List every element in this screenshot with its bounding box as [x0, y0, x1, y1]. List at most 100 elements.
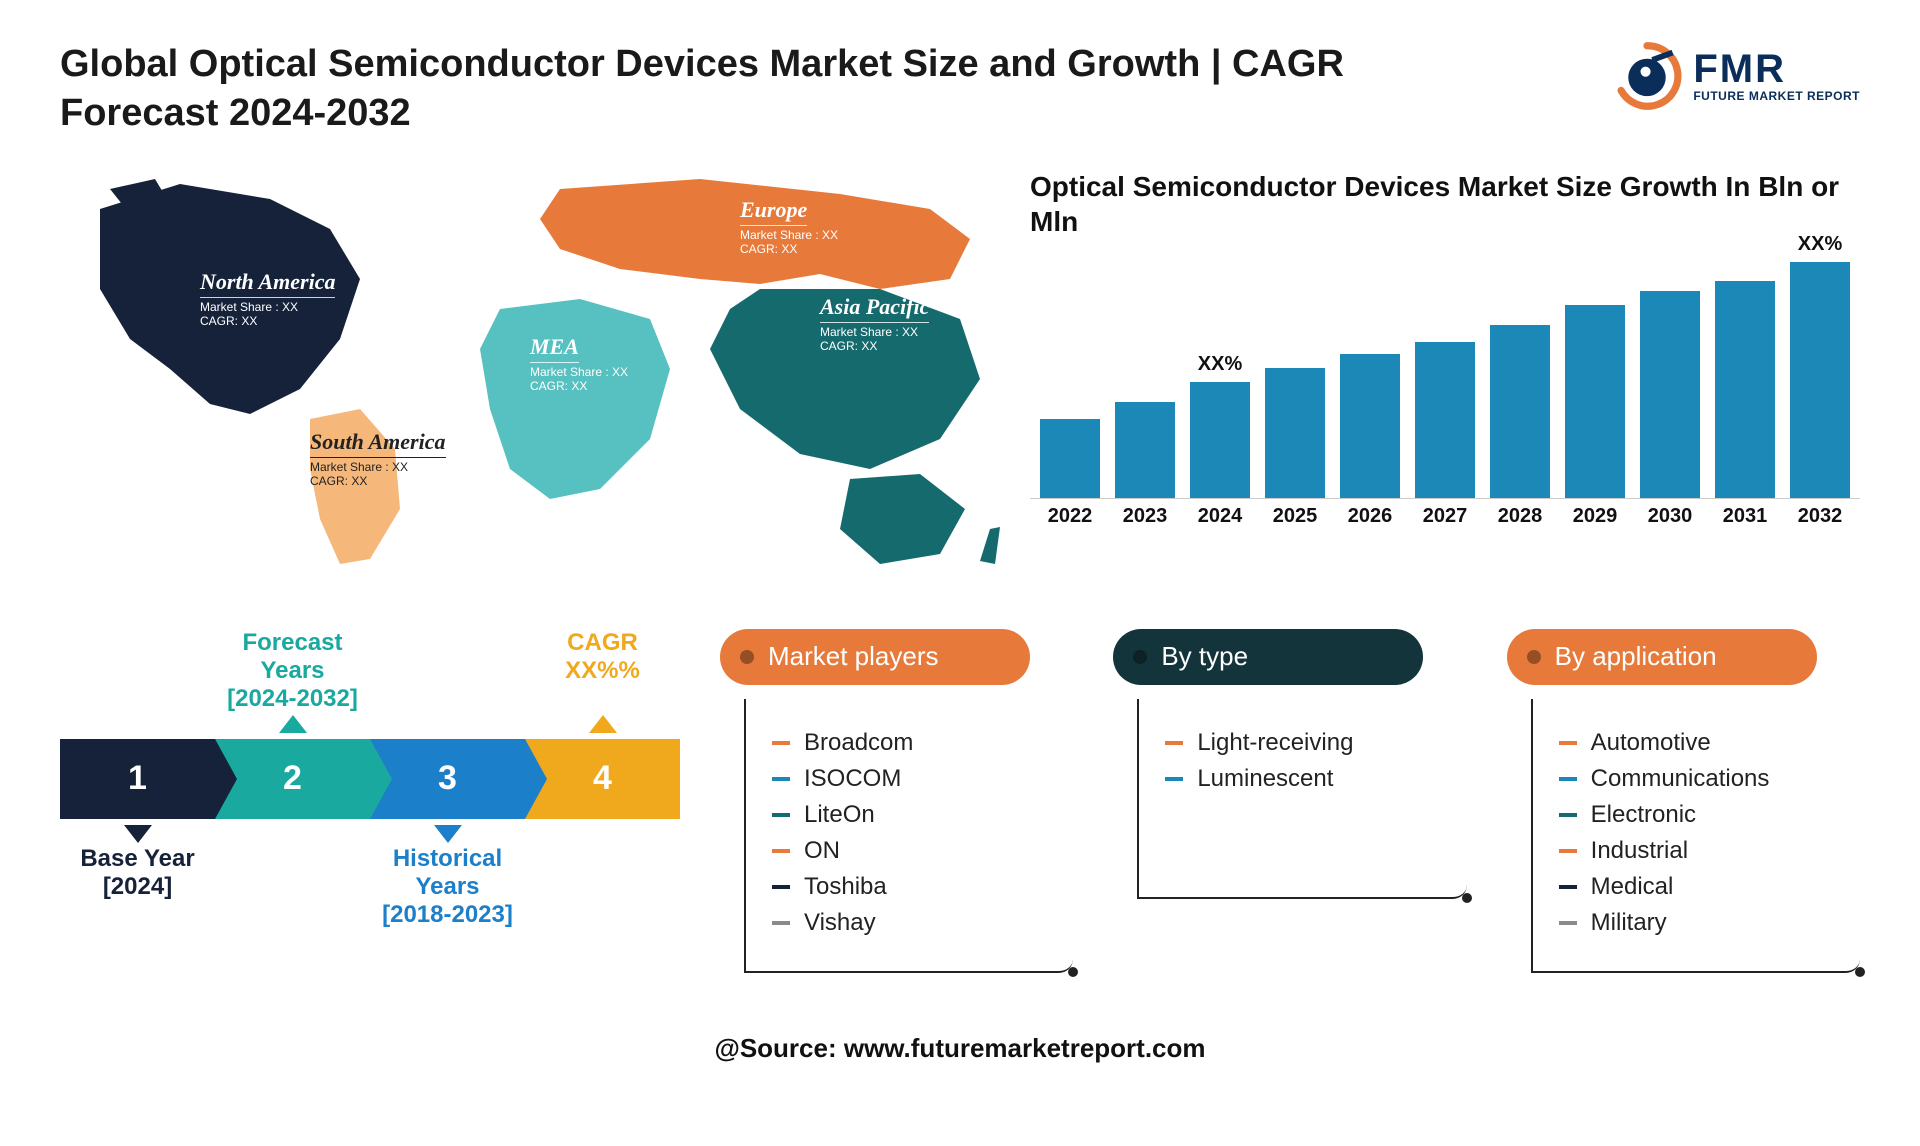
x-axis-label: 2023: [1109, 505, 1181, 528]
bar-wrap: [1034, 419, 1106, 498]
page-title: Global Optical Semiconductor Devices Mar…: [60, 40, 1460, 139]
cagr-label: CAGR: [525, 629, 680, 657]
bar: [1040, 419, 1100, 498]
timeline-segment: 4: [525, 739, 680, 819]
bar-wrap: [1709, 281, 1781, 497]
tick-icon: [1559, 777, 1577, 781]
category-item: Light-receiving: [1165, 729, 1446, 757]
category-item-label: Broadcom: [804, 729, 913, 757]
x-axis-label: 2024: [1184, 505, 1256, 528]
region-label: MEAMarket Share : XXCAGR: XX: [530, 334, 628, 393]
bar: [1640, 291, 1700, 498]
chart-title: Optical Semiconductor Devices Market Siz…: [1030, 169, 1860, 239]
category-item-label: Light-receiving: [1197, 729, 1353, 757]
category-item: ISOCOM: [772, 765, 1053, 793]
category-item-label: LiteOn: [804, 801, 875, 829]
tick-icon: [1559, 849, 1577, 853]
x-axis-label: 2022: [1034, 505, 1106, 528]
category-header-label: By type: [1161, 641, 1248, 672]
category-item: Electronic: [1559, 801, 1840, 829]
timeline-segment: 2: [215, 739, 370, 819]
bar: [1115, 402, 1175, 498]
timeline-bar: 1234: [60, 739, 680, 819]
category-item-label: Electronic: [1591, 801, 1696, 829]
x-axis-label: 2031: [1709, 505, 1781, 528]
tick-icon: [772, 921, 790, 925]
by-application-column: By application Automotive Communications El…: [1507, 629, 1860, 973]
logo-text-sub: FUTURE MARKET REPORT: [1693, 89, 1860, 103]
bar-wrap: [1484, 325, 1556, 498]
tick-icon: [1165, 741, 1183, 745]
bar: [1490, 325, 1550, 498]
historical-years-label: Historical Years: [370, 845, 525, 901]
bars-container: XX% XX%: [1030, 249, 1860, 499]
category-body: Light-receiving Luminescent: [1137, 699, 1466, 899]
category-item-label: Medical: [1591, 873, 1674, 901]
bar-wrap: [1559, 305, 1631, 497]
bar-wrap: [1109, 402, 1181, 498]
x-axis-label: 2032: [1784, 505, 1856, 528]
category-header: By type: [1113, 629, 1423, 685]
category-item: Automotive: [1559, 729, 1840, 757]
forecast-years-label: Forecast Years: [215, 629, 370, 685]
region-label: Asia PacificMarket Share : XXCAGR: XX: [820, 294, 929, 353]
x-axis-label: 2025: [1259, 505, 1331, 528]
timeline-segment: 3: [370, 739, 525, 819]
logo-text-main: FMR: [1693, 49, 1860, 89]
region-label: EuropeMarket Share : XXCAGR: XX: [740, 197, 838, 256]
category-item: Military: [1559, 909, 1840, 937]
category-item: LiteOn: [772, 801, 1053, 829]
category-item-label: Luminescent: [1197, 765, 1333, 793]
category-header-label: Market players: [768, 641, 939, 672]
bar-wrap: XX%: [1784, 262, 1856, 498]
category-item-label: Toshiba: [804, 873, 887, 901]
bullet-icon: [1133, 650, 1147, 664]
category-item: Industrial: [1559, 837, 1840, 865]
bar: [1340, 354, 1400, 498]
x-axis-label: 2030: [1634, 505, 1706, 528]
x-axis-label: 2027: [1409, 505, 1481, 528]
category-item-label: Automotive: [1591, 729, 1711, 757]
region-label: South AmericaMarket Share : XXCAGR: XX: [310, 429, 446, 488]
x-axis-label: 2029: [1559, 505, 1631, 528]
region-label: North AmericaMarket Share : XXCAGR: XX: [200, 269, 335, 328]
tick-icon: [772, 741, 790, 745]
bar-chart-area: Optical Semiconductor Devices Market Siz…: [1030, 169, 1860, 569]
tick-icon: [1559, 921, 1577, 925]
bullet-icon: [1527, 650, 1541, 664]
bar-wrap: [1634, 291, 1706, 498]
category-header: Market players: [720, 629, 1030, 685]
bar: [1790, 262, 1850, 498]
tick-icon: [772, 777, 790, 781]
arrow-down-icon: [434, 825, 462, 843]
world-map: North AmericaMarket Share : XXCAGR: XX So…: [60, 169, 1000, 569]
forecast-years-range: [2024-2032]: [215, 685, 370, 713]
bar-annotation: XX%: [1798, 233, 1842, 256]
tick-icon: [1559, 813, 1577, 817]
category-item: Broadcom: [772, 729, 1053, 757]
x-axis-labels: 2022202320242025202620272028202920302031…: [1030, 499, 1860, 528]
bar-annotation: XX%: [1198, 353, 1242, 376]
category-body: Broadcom ISOCOM LiteOn ON Toshiba Vishay: [744, 699, 1073, 973]
category-item: Toshiba: [772, 873, 1053, 901]
bar: [1415, 342, 1475, 498]
arrow-down-icon: [124, 825, 152, 843]
cagr-value: XX%%: [525, 657, 680, 685]
category-item: Communications: [1559, 765, 1840, 793]
category-header-label: By application: [1555, 641, 1717, 672]
category-item-label: Vishay: [804, 909, 876, 937]
category-item-label: ON: [804, 837, 840, 865]
brand-logo: FMR FUTURE MARKET REPORT: [1611, 40, 1860, 112]
tick-icon: [772, 849, 790, 853]
tick-icon: [1559, 741, 1577, 745]
bar-wrap: [1259, 368, 1331, 498]
tick-icon: [1165, 777, 1183, 781]
bar: [1565, 305, 1625, 497]
x-axis-label: 2026: [1334, 505, 1406, 528]
category-item: ON: [772, 837, 1053, 865]
tick-icon: [772, 813, 790, 817]
category-item: Luminescent: [1165, 765, 1446, 793]
category-header: By application: [1507, 629, 1817, 685]
chevron-right-icon: [525, 739, 547, 819]
bullet-icon: [740, 650, 754, 664]
